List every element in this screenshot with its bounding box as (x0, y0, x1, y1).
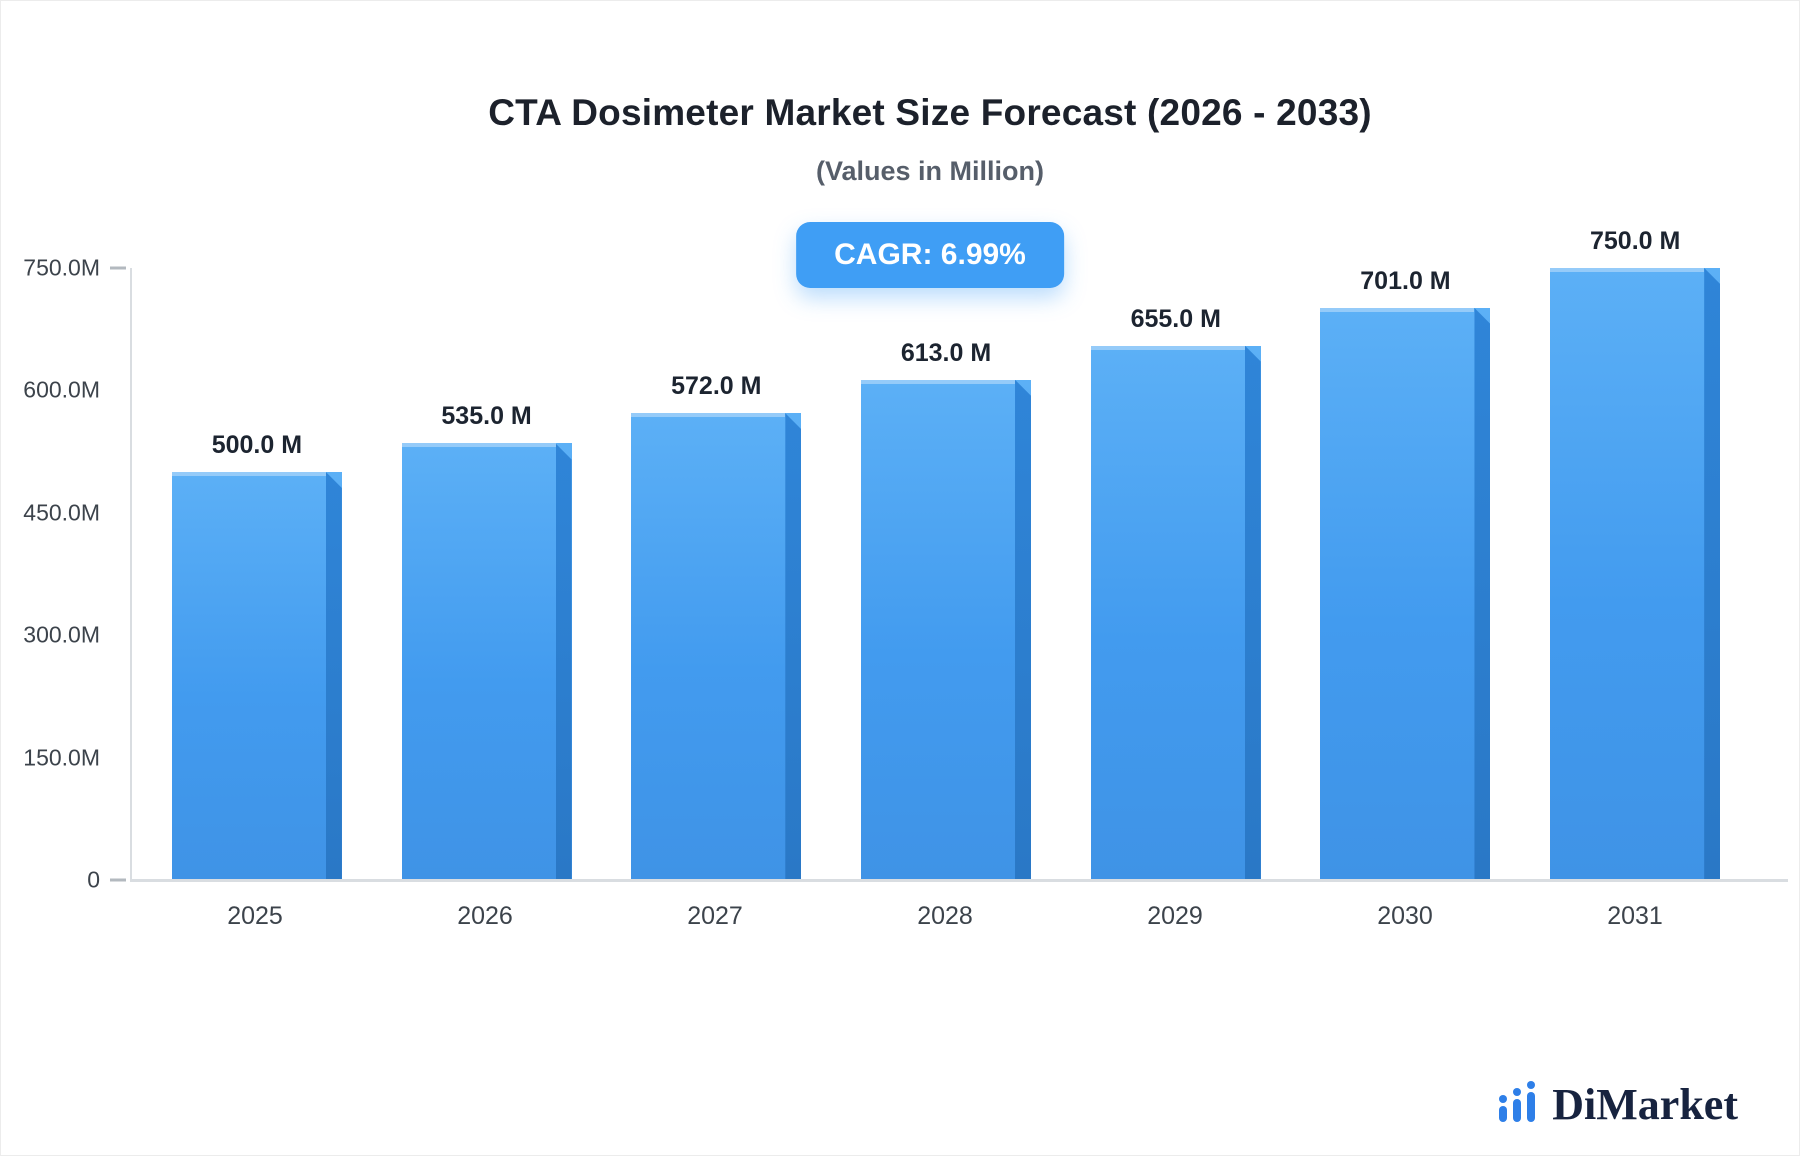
bar-group: 500.0 M (142, 431, 372, 880)
x-axis-label: 2030 (1377, 902, 1433, 930)
chart-title: CTA Dosimeter Market Size Forecast (2026… (488, 92, 1372, 133)
bar-value-label: 500.0 M (211, 431, 303, 459)
bar-value-label: 701.0 M (1360, 266, 1451, 295)
bar (1320, 307, 1491, 880)
bar (1090, 345, 1261, 880)
tick-mark (110, 266, 126, 270)
bars: 500.0 M 535.0 M 572.0 M 613.0 M 655.0 M 701.0… (132, 227, 1760, 880)
y-axis-label: 0 (87, 867, 132, 894)
x-axis-label: 2026 (457, 902, 513, 930)
y-axis-label: 750.0M (23, 255, 132, 282)
cagr-badge: CAGR: 6.99% (796, 222, 1064, 288)
bar-value-label: 572.0 M (671, 372, 762, 401)
bar (631, 413, 802, 880)
bar-value-label: 655.0 M (1130, 304, 1221, 333)
bar-group: 701.0 M (1291, 267, 1521, 880)
bar-group: 572.0 M (601, 372, 831, 880)
bar-group: 750.0 M (1520, 227, 1750, 880)
x-axis-label: 2029 (1147, 902, 1203, 930)
brand-logo: DiMarket (1494, 1079, 1738, 1130)
bar-group: 613.0 M (831, 339, 1061, 880)
bar (1550, 268, 1721, 880)
plot-area: 500.0 M 535.0 M 572.0 M 613.0 M 655.0 M 701.0… (23, 227, 1788, 893)
bar-value-label: 750.0 M (1590, 227, 1681, 255)
bar-value-label: 535.0 M (441, 402, 532, 431)
bar-chart-logo-icon (1494, 1080, 1540, 1129)
bar (171, 472, 342, 880)
bar-group: 535.0 M (372, 402, 602, 880)
y-axis-label: 600.0M (23, 376, 100, 403)
chart-subtitle: (Values in Million) (815, 156, 1045, 186)
x-axis-label: 2027 (687, 902, 743, 930)
x-axis-label: 2031 (1607, 902, 1663, 930)
bar-group: 655.0 M (1061, 305, 1291, 880)
chart-header: CTA Dosimeter Market Size Forecast (2026… (60, 92, 1800, 187)
x-axis-label: 2025 (227, 902, 283, 930)
y-axis-label: 450.0M (23, 499, 100, 526)
y-axis-label: 300.0M (23, 621, 100, 648)
x-axis-label: 2028 (917, 902, 973, 930)
bar (861, 379, 1032, 880)
y-axis-label: 150.0M (23, 744, 100, 771)
brand-logo-text: DiMarket (1552, 1080, 1738, 1129)
tick-mark (110, 878, 126, 882)
x-axis: 2025 2026 2027 2028 2029 2030 2031 (130, 902, 1760, 931)
bar (401, 443, 572, 880)
bar-value-label: 613.0 M (900, 338, 992, 367)
